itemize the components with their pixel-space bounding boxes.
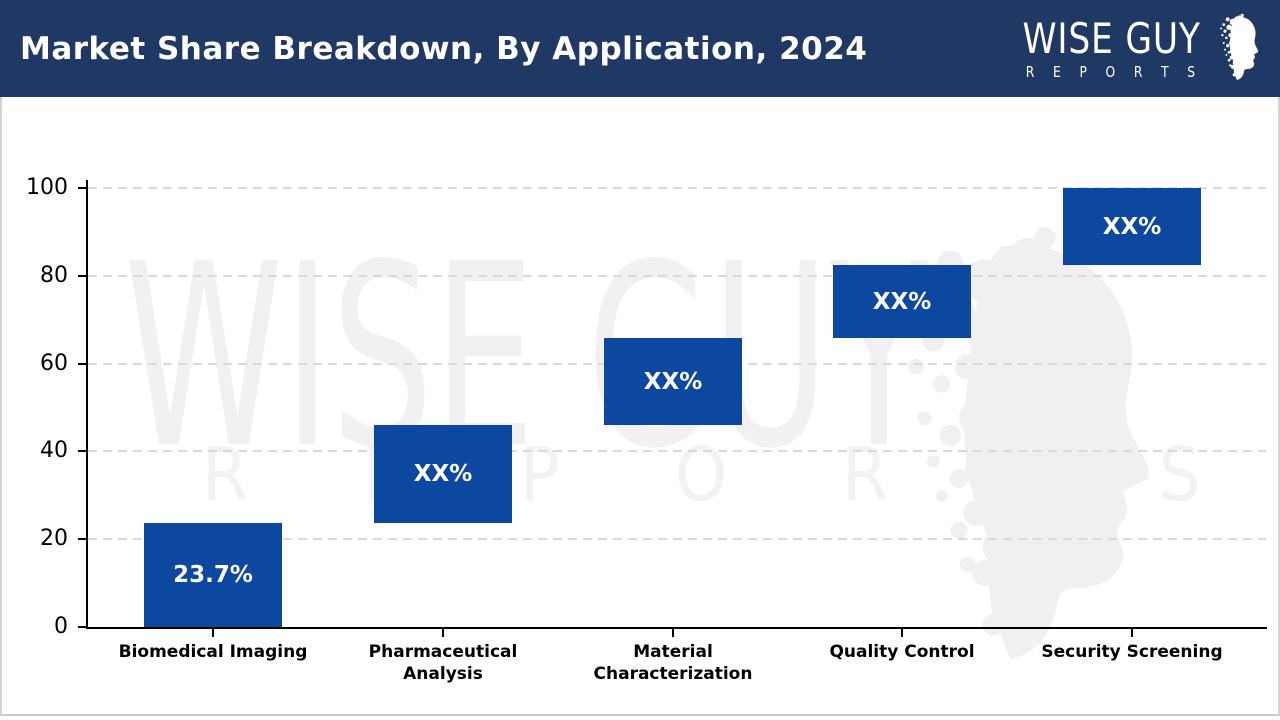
gridline — [88, 538, 1266, 541]
bar-value-label: XX% — [872, 288, 932, 315]
brand-logo-text: WISE GUY R E P O R T S — [1022, 13, 1202, 81]
x-axis-tick — [1131, 629, 1133, 637]
y-axis-tick — [78, 187, 87, 189]
gridline — [88, 187, 1266, 189]
bar-segment: 23.7% — [144, 522, 282, 627]
y-axis-tick — [78, 626, 87, 628]
y-axis-tick-label: 60 — [40, 350, 68, 376]
y-axis-tick-label: 0 — [54, 614, 68, 639]
x-axis-tick — [442, 629, 444, 637]
x-axis-category-label: Biomedical Imaging — [118, 642, 308, 662]
bar-segment: XX% — [833, 265, 971, 339]
face-logo-icon — [1220, 13, 1259, 80]
gridline — [88, 450, 1266, 453]
x-axis-category-label: Material Characterization — [593, 642, 753, 685]
y-axis-line — [86, 180, 88, 629]
bar-segment: XX% — [1063, 188, 1201, 266]
y-axis-tick — [78, 362, 87, 365]
y-axis-tick-label: 100 — [26, 175, 68, 200]
chart-card: WISE GUY R E P O R T S 0 20 40 60 80 100 23.7%… — [0, 97, 1280, 716]
bar-value-label: 23.7% — [173, 561, 253, 588]
header-bar: Market Share Breakdown, By Application, … — [0, 0, 1280, 97]
y-axis-tick-label: 20 — [40, 526, 68, 552]
watermark-brand-text: WISE GUY — [124, 211, 929, 504]
bar-value-label: XX% — [1102, 213, 1162, 240]
plot-area: 0 20 40 60 80 100 23.7% Biomedical Imaging XX% Ph… — [2, 97, 1278, 714]
bar-segment: XX% — [604, 338, 742, 426]
bar-value-label: XX% — [413, 460, 473, 487]
bar-segment: XX% — [374, 425, 512, 523]
y-axis-tick-label: 80 — [40, 262, 68, 288]
chart-title: Market Share Breakdown, By Application, … — [20, 30, 868, 67]
brand-logo: WISE GUY R E P O R T S — [983, 0, 1262, 97]
x-axis-category-label: Pharmaceutical Analysis — [368, 642, 518, 685]
x-axis-tick — [212, 629, 214, 637]
logo-brand-text: WISE GUY — [1022, 13, 1201, 63]
gridline — [88, 274, 1266, 277]
x-axis-tick — [901, 629, 903, 637]
y-axis-tick — [78, 274, 87, 277]
x-axis-tick — [672, 629, 674, 637]
watermark: WISE GUY R E P O R T S — [2, 97, 1278, 714]
logo-sub-text: R E P O R T S — [1025, 62, 1202, 81]
x-axis-category-label: Security Screening — [1041, 642, 1223, 662]
y-axis-tick-label: 40 — [40, 438, 68, 464]
x-axis-category-label: Quality Control — [829, 642, 975, 662]
y-axis-tick — [78, 450, 87, 453]
bar-value-label: XX% — [643, 368, 703, 395]
x-axis-line — [86, 627, 1267, 629]
y-axis-tick — [78, 538, 87, 541]
